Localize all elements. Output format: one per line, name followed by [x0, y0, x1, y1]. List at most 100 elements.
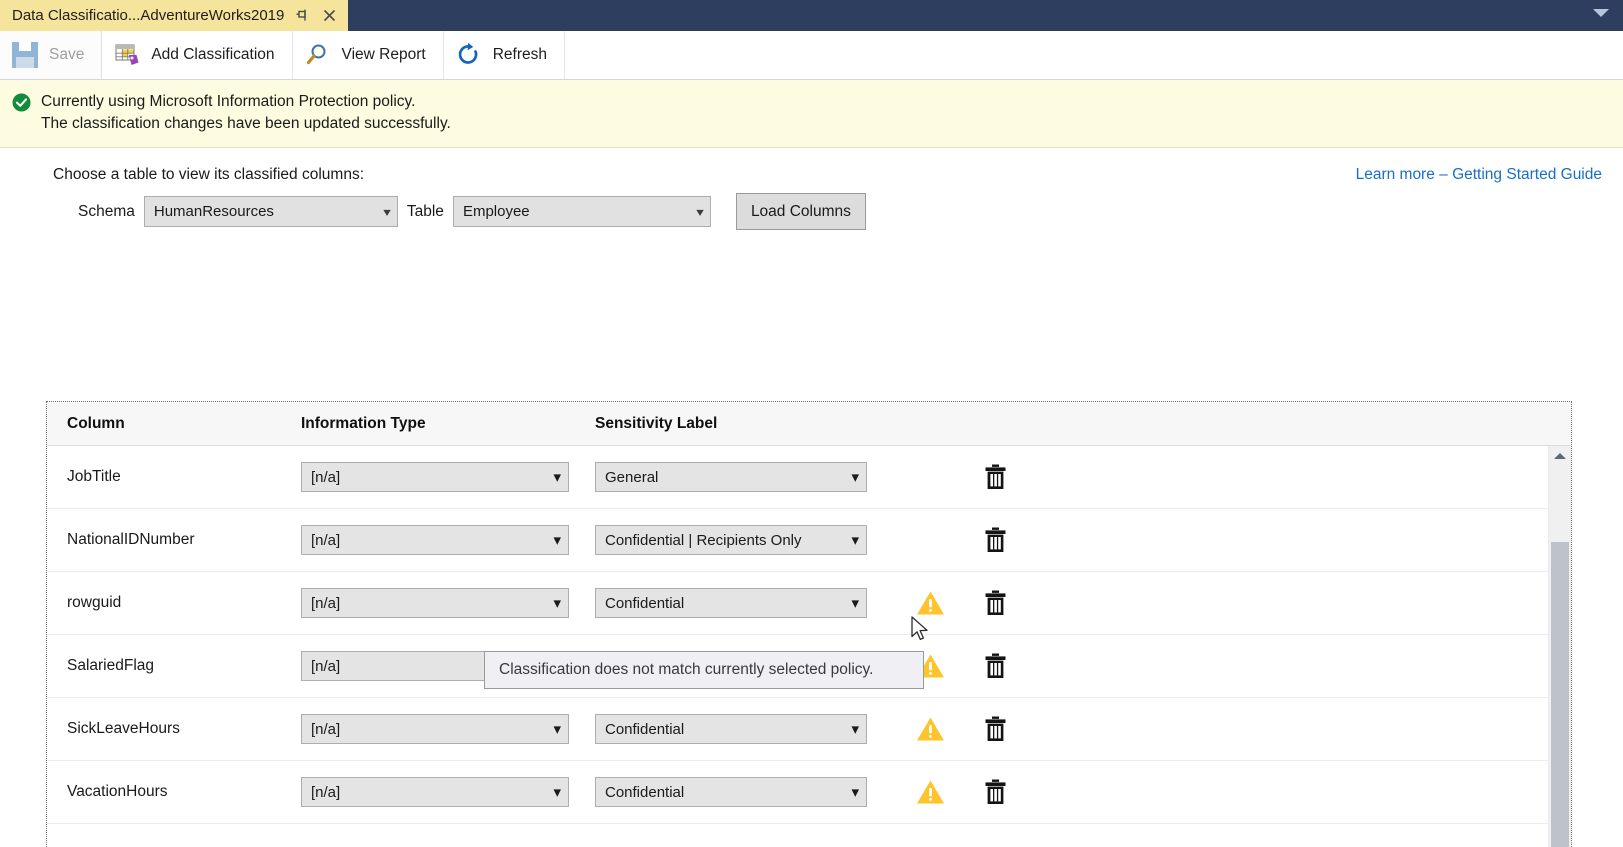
information-type-select[interactable]: [n/a] ▾ [301, 462, 569, 492]
chevron-down-icon: ▾ [553, 721, 561, 738]
chevron-down-icon: ▾ [851, 595, 859, 612]
information-type-value: [n/a] [311, 783, 341, 801]
chevron-down-icon: ▾ [851, 469, 859, 486]
information-type-value: [n/a] [311, 594, 341, 612]
add-classification-button[interactable]: Add Classification [102, 31, 293, 79]
main-content: Choose a table to view its classified co… [0, 148, 1623, 847]
trash-icon[interactable] [984, 527, 1007, 553]
refresh-icon [456, 42, 482, 68]
magnifier-icon [305, 42, 331, 68]
chevron-down-icon: ▾ [851, 784, 859, 801]
information-type-value: [n/a] [311, 468, 341, 486]
information-type-value: [n/a] [311, 720, 341, 738]
schema-select-value: HumanResources [153, 203, 274, 220]
warning-triangle-icon[interactable] [916, 779, 945, 805]
sensitivity-label-value: Confidential [605, 783, 685, 801]
trash-icon[interactable] [984, 779, 1007, 805]
warning-triangle-icon[interactable] [916, 590, 945, 616]
toolbar-filler [565, 31, 1623, 79]
schema-select[interactable]: HumanResources ▾ [143, 196, 398, 227]
column-name: NationalIDNumber [67, 531, 195, 548]
grid-header-row: Column Information Type Sensitivity Labe… [47, 402, 1571, 446]
column-name: SalariedFlag [67, 657, 155, 674]
choose-table-prompt: Choose a table to view its classified co… [53, 166, 365, 183]
sensitivity-label-value: General [605, 468, 659, 486]
information-type-select[interactable]: [n/a] ▾ [301, 714, 569, 744]
refresh-button[interactable]: Refresh [444, 31, 565, 79]
chevron-down-icon: ▾ [696, 204, 704, 219]
information-type-select[interactable]: [n/a] ▾ [301, 777, 569, 807]
sensitivity-label-value: Confidential | Recipients Only [605, 531, 802, 549]
table-row: NationalIDNumber [n/a] ▾ Confidential | Rec… [47, 509, 1571, 572]
chevron-down-icon[interactable] [1593, 9, 1609, 17]
trash-icon[interactable] [984, 716, 1007, 742]
column-name: rowguid [67, 594, 122, 611]
success-check-icon [12, 93, 31, 112]
chevron-down-icon: ▾ [383, 204, 391, 219]
table-label: Table [406, 202, 444, 220]
chevron-down-icon: ▾ [851, 721, 859, 738]
grid-rows: JobTitle [n/a] ▾ General ▾ NationalIDNumber [n… [47, 446, 1571, 824]
sensitivity-label-value: Confidential [605, 720, 685, 738]
header-column: Column [67, 414, 125, 432]
add-classification-label: Add Classification [151, 46, 275, 63]
trash-icon[interactable] [984, 653, 1007, 679]
add-classification-icon [114, 42, 140, 68]
schema-label: Schema [78, 202, 135, 220]
column-name: JobTitle [67, 468, 121, 485]
classified-columns-panel: Column Information Type Sensitivity Labe… [46, 401, 1572, 847]
column-name: SickLeaveHours [67, 720, 180, 737]
refresh-label: Refresh [492, 46, 547, 63]
information-type-select[interactable]: [n/a] ▾ [301, 588, 569, 618]
toolbar: Save Add Classification [0, 31, 1623, 80]
chevron-down-icon: ▾ [553, 784, 561, 801]
warning-triangle-icon[interactable] [916, 716, 945, 742]
notification-line-1: Currently using Microsoft Information Pr… [41, 93, 416, 110]
status-notification-bar: Currently using Microsoft Information Pr… [0, 80, 1623, 148]
sensitivity-label-value: Confidential [605, 594, 685, 612]
chevron-down-icon: ▾ [553, 532, 561, 549]
save-button[interactable]: Save [0, 31, 103, 79]
view-report-button[interactable]: View Report [293, 31, 444, 79]
table-row: JobTitle [n/a] ▾ General ▾ [47, 446, 1571, 509]
chevron-down-icon: ▾ [851, 532, 859, 549]
warning-tooltip: Classification does not match currently … [484, 651, 924, 689]
grid-body: JobTitle [n/a] ▾ General ▾ NationalIDNumber [n… [47, 446, 1571, 847]
table-selector-row: Schema HumanResources ▾ Table Employee ▾… [0, 184, 1623, 230]
save-icon [12, 42, 38, 68]
column-name: VacationHours [67, 783, 168, 800]
trash-icon[interactable] [984, 464, 1007, 490]
sensitivity-label-select[interactable]: Confidential ▾ [595, 777, 867, 807]
header-sensitivity-label: Sensitivity Label [595, 414, 718, 432]
load-columns-button[interactable]: Load Columns [735, 193, 866, 230]
sensitivity-label-select[interactable]: Confidential ▾ [595, 588, 867, 618]
trash-icon[interactable] [984, 590, 1007, 616]
information-type-value: [n/a] [311, 657, 341, 675]
pin-icon[interactable] [294, 7, 311, 24]
table-select-value: Employee [462, 203, 530, 220]
document-tab[interactable]: Data Classificatio...AdventureWorks2019 [0, 0, 349, 31]
view-report-label: View Report [341, 46, 426, 63]
chevron-down-icon: ▾ [553, 469, 561, 486]
scrollbar-thumb[interactable] [1551, 542, 1569, 847]
chevron-down-icon: ▾ [553, 595, 561, 612]
grid-vertical-scrollbar[interactable] [1548, 446, 1571, 847]
window-titlebar: Data Classificatio...AdventureWorks2019 [0, 0, 1623, 31]
table-row: rowguid [n/a] ▾ Confidential ▾ [47, 572, 1571, 635]
save-button-label: Save [49, 46, 85, 63]
sensitivity-label-select[interactable]: General ▾ [595, 462, 867, 492]
notification-line-2: The classification changes have been upd… [41, 115, 451, 132]
table-select[interactable]: Employee ▾ [452, 196, 711, 227]
information-type-value: [n/a] [311, 531, 341, 549]
table-row: VacationHours [n/a] ▾ Confidential ▾ [47, 761, 1571, 824]
close-icon[interactable] [321, 7, 338, 24]
learn-more-link[interactable]: Learn more – Getting Started Guide [1355, 166, 1602, 183]
notification-text: Currently using Microsoft Information Pr… [41, 91, 451, 135]
scroll-up-arrow-icon[interactable] [1549, 446, 1571, 466]
header-information-type: Information Type [301, 414, 426, 432]
information-type-select[interactable]: [n/a] ▾ [301, 525, 569, 555]
sensitivity-label-select[interactable]: Confidential ▾ [595, 714, 867, 744]
table-row: SickLeaveHours [n/a] ▾ Confidential ▾ [47, 698, 1571, 761]
sensitivity-label-select[interactable]: Confidential | Recipients Only ▾ [595, 525, 867, 555]
document-tab-label: Data Classificatio...AdventureWorks2019 [12, 7, 285, 24]
